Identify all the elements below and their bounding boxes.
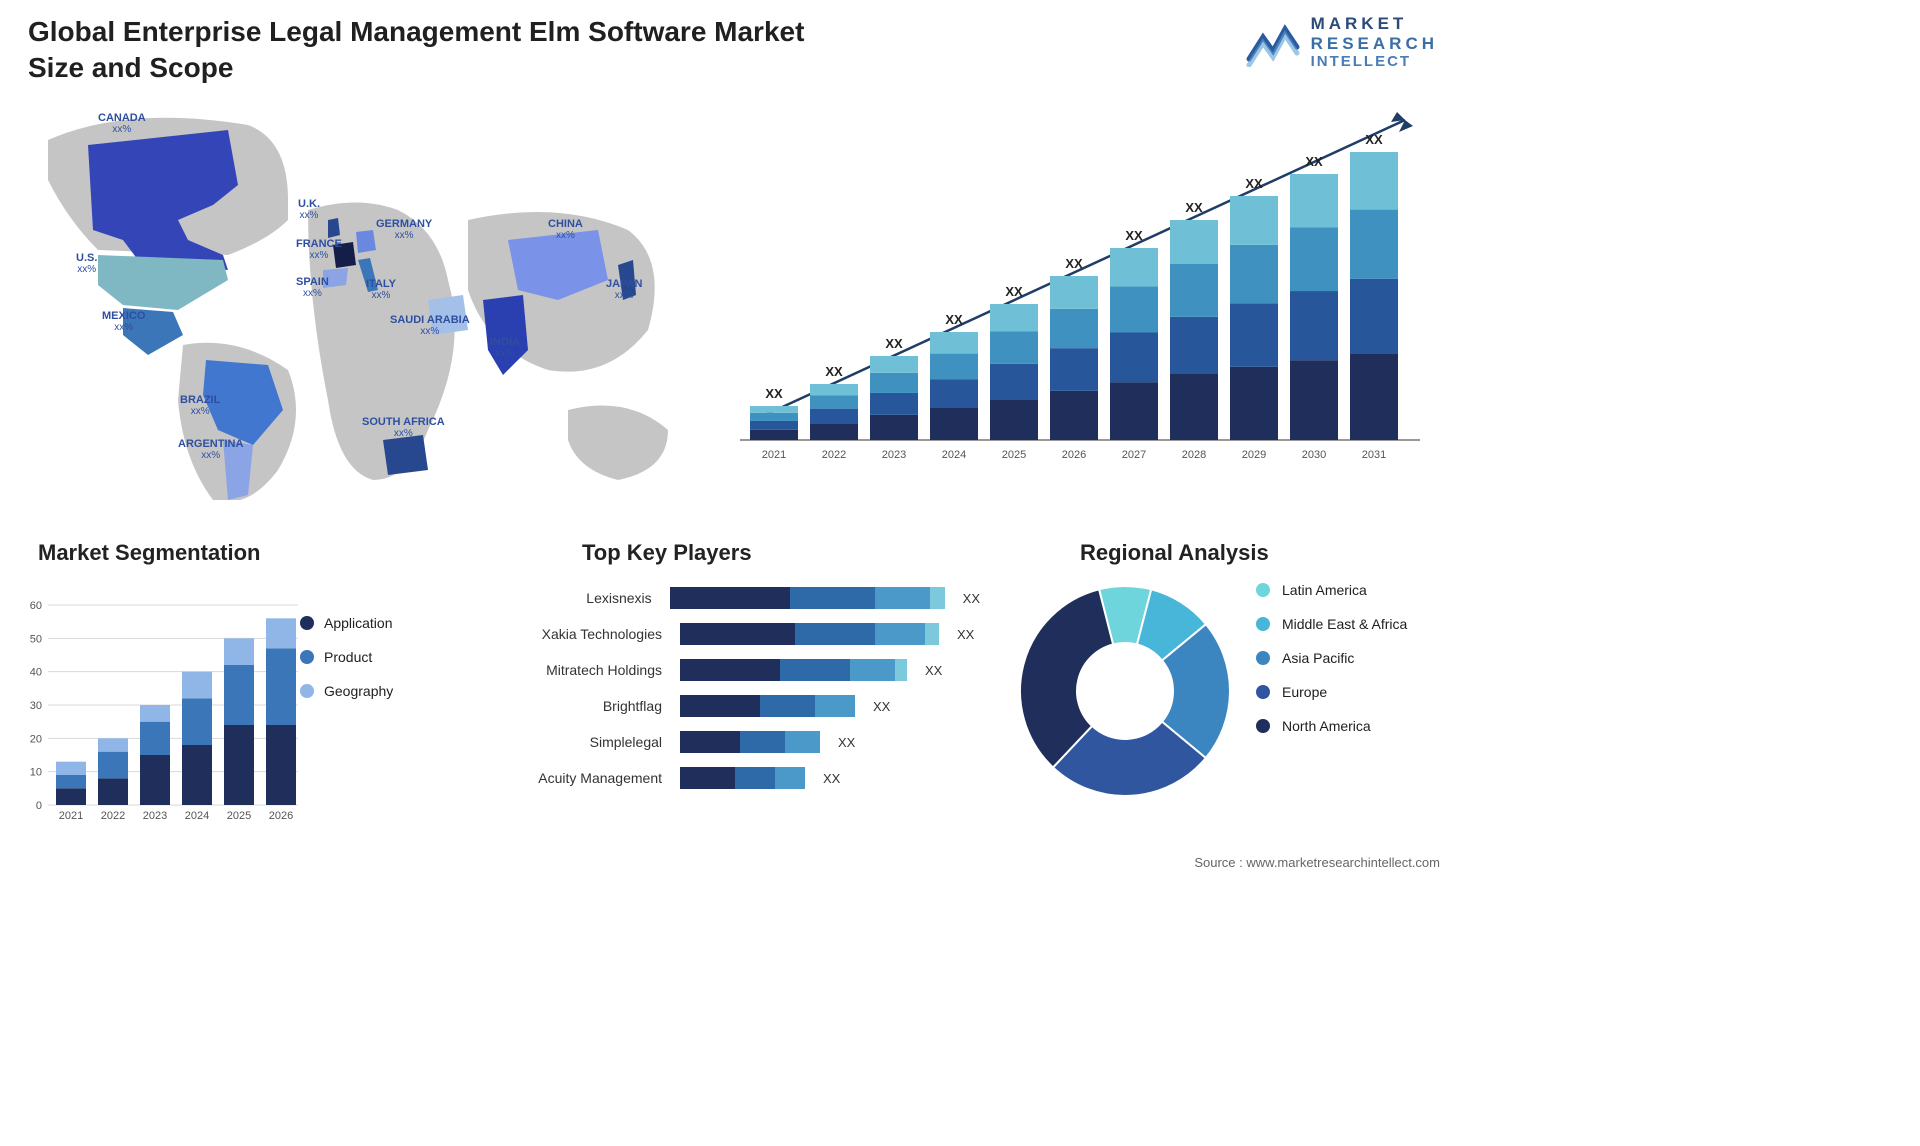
svg-text:2023: 2023 (882, 449, 906, 461)
svg-text:2022: 2022 (822, 449, 846, 461)
kp-row-xakiatechnologies: Xakia TechnologiesXX (510, 616, 980, 652)
segmentation-legend: Application Product Geography (300, 615, 393, 717)
svg-text:20: 20 (30, 733, 42, 745)
svg-text:XX: XX (1005, 284, 1023, 299)
svg-text:2021: 2021 (59, 810, 83, 822)
brand-logo: MARKET RESEARCH INTELLECT (1245, 14, 1438, 70)
reg-legend-middleeastafrica: Middle East & Africa (1256, 616, 1407, 632)
svg-text:XX: XX (765, 386, 783, 401)
country-safrica (383, 435, 428, 475)
svg-text:2027: 2027 (1122, 449, 1146, 461)
svg-text:2031: 2031 (1362, 449, 1386, 461)
svg-text:XX: XX (885, 336, 903, 351)
svg-text:2026: 2026 (269, 810, 293, 822)
seg-legend-application: Application (300, 615, 393, 631)
logo-line2: RESEARCH (1311, 34, 1438, 54)
svg-text:XX: XX (1185, 200, 1203, 215)
world-map: CANADAxx% U.S.xx% MEXICOxx% BRAZILxx% ARGENT… (28, 100, 688, 500)
svg-text:2026: 2026 (1062, 449, 1086, 461)
kp-row-lexisnexis: LexisnexisXX (510, 580, 980, 616)
country-india (483, 295, 528, 375)
seg-legend-geography: Geography (300, 683, 393, 699)
source-text: Source : www.marketresearchintellect.com (1194, 855, 1440, 870)
svg-text:50: 50 (30, 633, 42, 645)
country-uk (328, 218, 340, 238)
map-label-mexico: MEXICOxx% (102, 310, 145, 333)
svg-text:10: 10 (30, 767, 42, 779)
svg-text:30: 30 (30, 700, 42, 712)
kp-row-mitratechholdings: Mitratech HoldingsXX (510, 652, 980, 688)
svg-text:XX: XX (1065, 256, 1083, 271)
map-label-canada: CANADAxx% (98, 112, 146, 135)
svg-text:XX: XX (1125, 228, 1143, 243)
svg-text:2023: 2023 (143, 810, 167, 822)
map-label-southafrica: SOUTH AFRICAxx% (362, 416, 445, 439)
map-label-japan: JAPANxx% (606, 278, 642, 301)
logo-line1: MARKET (1311, 14, 1438, 34)
map-label-argentina: ARGENTINAxx% (178, 438, 243, 461)
kp-row-brightflag: BrightflagXX (510, 688, 980, 724)
country-germany (356, 230, 376, 253)
key-players-chart: LexisnexisXXXakia TechnologiesXXMitratec… (510, 580, 980, 796)
reg-legend-europe: Europe (1256, 684, 1407, 700)
svg-text:2029: 2029 (1242, 449, 1266, 461)
key-players-title: Top Key Players (582, 540, 752, 566)
svg-text:XX: XX (1305, 154, 1323, 169)
reg-legend-northamerica: North America (1256, 718, 1407, 734)
svg-text:2028: 2028 (1182, 449, 1206, 461)
country-usa (98, 255, 228, 310)
kp-row-simplelegal: SimplelegalXX (510, 724, 980, 760)
svg-text:2025: 2025 (1002, 449, 1026, 461)
svg-text:40: 40 (30, 667, 42, 679)
growth-bar-chart: 2021 XX 2022 XX 2023 XX 2024 XX 2025 XX 2026 XX 2027… (740, 100, 1420, 480)
svg-text:XX: XX (1365, 132, 1383, 147)
segmentation-title: Market Segmentation (38, 540, 261, 566)
page-title: Global Enterprise Legal Management Elm S… (28, 14, 828, 87)
map-label-us: U.S.xx% (76, 252, 97, 275)
map-label-china: CHINAxx% (548, 218, 583, 241)
seg-legend-product: Product (300, 649, 393, 665)
map-label-saudiarabia: SAUDI ARABIAxx% (390, 314, 470, 337)
svg-text:XX: XX (825, 364, 843, 379)
svg-text:XX: XX (945, 312, 963, 327)
regional-title: Regional Analysis (1080, 540, 1269, 566)
svg-text:2021: 2021 (762, 449, 786, 461)
kp-row-acuitymanagement: Acuity ManagementXX (510, 760, 980, 796)
map-label-uk: U.K.xx% (298, 198, 320, 221)
map-label-france: FRANCExx% (296, 238, 342, 261)
svg-text:0: 0 (36, 800, 42, 812)
map-label-germany: GERMANYxx% (376, 218, 432, 241)
regional-legend: Latin America Middle East & Africa Asia Pa… (1256, 582, 1407, 752)
logo-mark-icon (1245, 17, 1301, 67)
map-label-spain: SPAINxx% (296, 276, 329, 299)
svg-text:2022: 2022 (101, 810, 125, 822)
regional-donut-chart (1010, 576, 1240, 806)
svg-text:60: 60 (30, 600, 42, 612)
map-label-india: INDIAxx% (490, 336, 520, 359)
svg-text:2030: 2030 (1302, 449, 1326, 461)
map-label-italy: ITALYxx% (366, 278, 396, 301)
svg-text:2025: 2025 (227, 810, 251, 822)
reg-legend-latinamerica: Latin America (1256, 582, 1407, 598)
map-label-brazil: BRAZILxx% (180, 394, 220, 417)
logo-line3: INTELLECT (1311, 53, 1438, 70)
reg-legend-asiapacific: Asia Pacific (1256, 650, 1407, 666)
svg-text:XX: XX (1245, 176, 1263, 191)
svg-text:2024: 2024 (942, 449, 966, 461)
svg-text:2024: 2024 (185, 810, 209, 822)
segmentation-chart: 0 10 20 30 40 50 60 2021 2022 2023 2024 2025 2026 (20, 575, 300, 835)
